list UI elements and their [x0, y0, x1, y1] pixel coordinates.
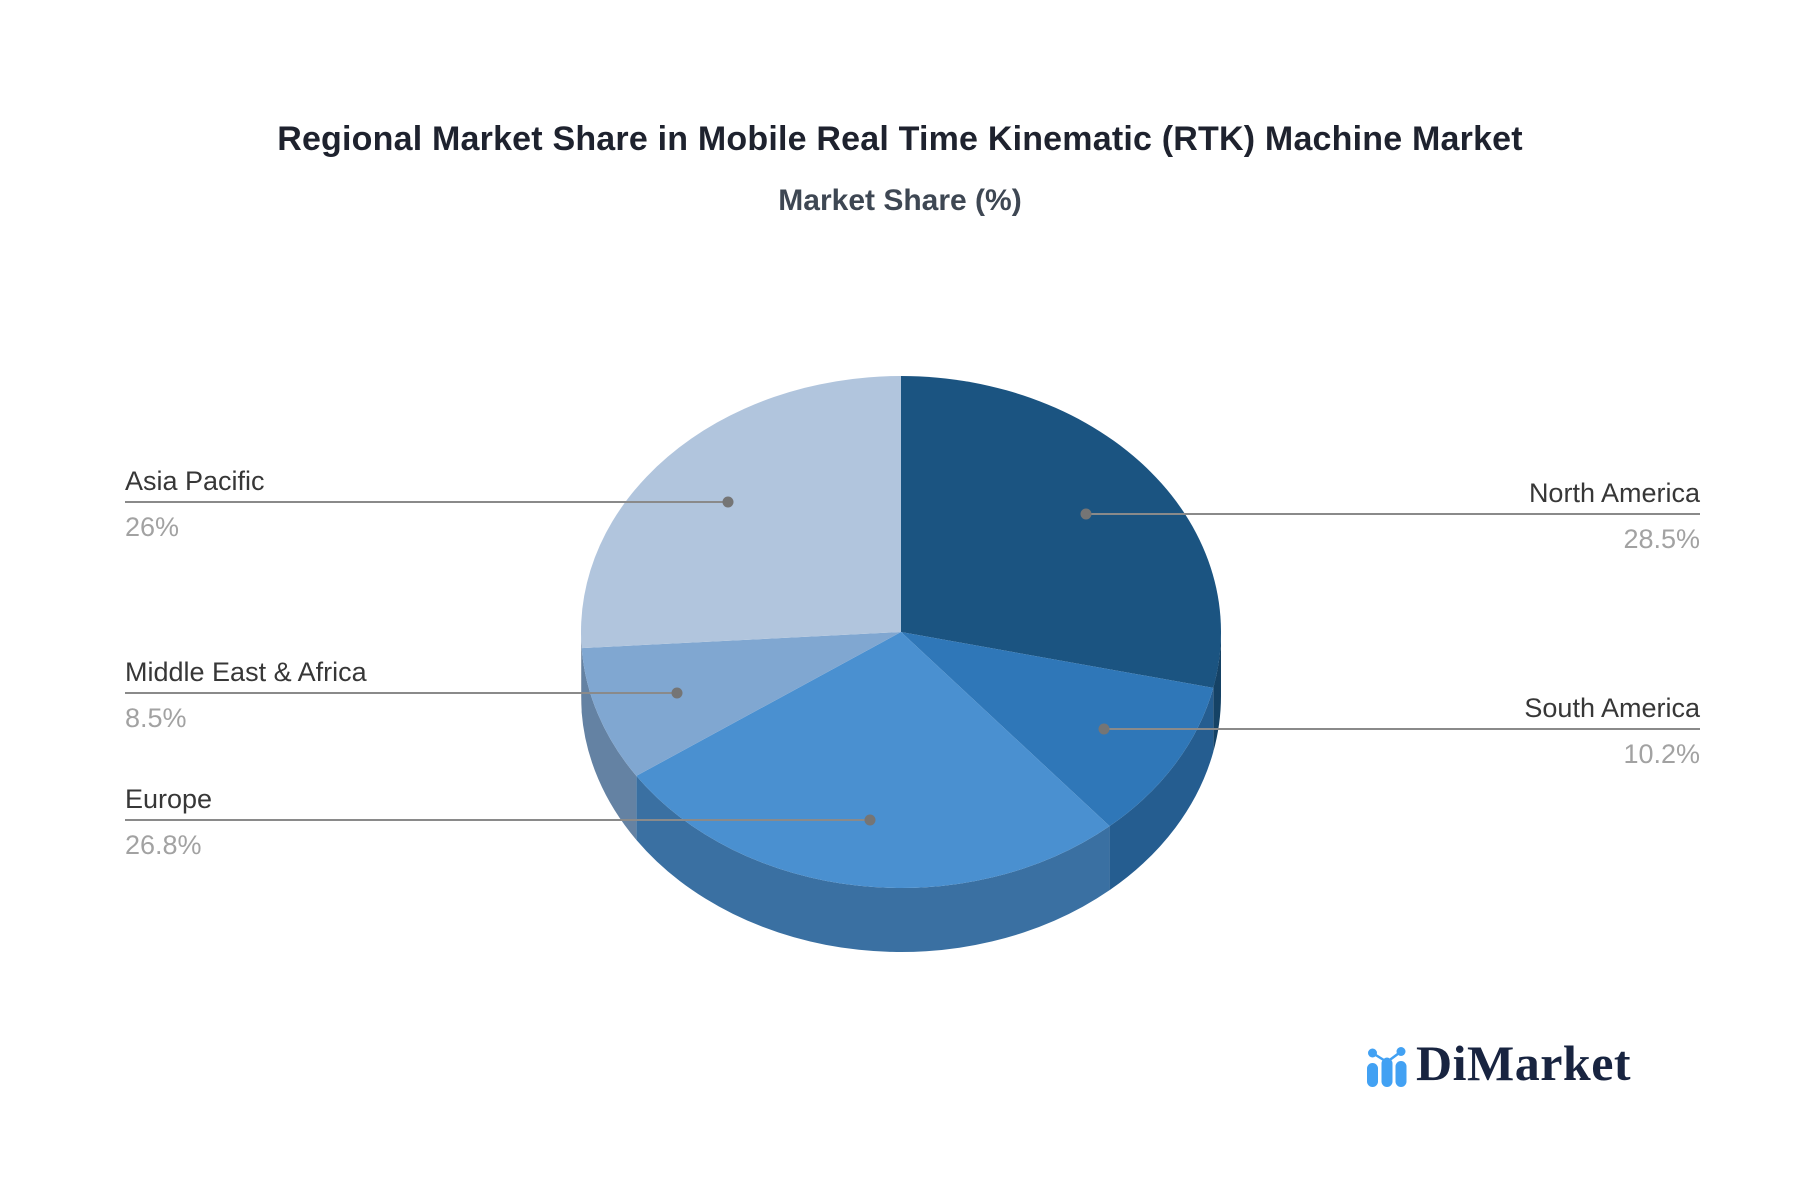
slice-label: South America — [1524, 693, 1700, 723]
leader-dot-3 — [671, 687, 683, 699]
slice-value: 10.2% — [1623, 739, 1700, 769]
pie-slice-4 — [581, 376, 901, 649]
chart-title: Regional Market Share in Mobile Real Tim… — [277, 120, 1523, 158]
slice-label: Middle East & Africa — [125, 657, 367, 687]
pie-slice-wall-3 — [581, 648, 637, 840]
leader-dot-1 — [1098, 723, 1110, 735]
slice-value: 26.8% — [125, 830, 202, 860]
logo-bar-2 — [1395, 1061, 1407, 1087]
leader-dot-0 — [1080, 508, 1092, 520]
bar-chart-trendline-icon — [1367, 1047, 1407, 1087]
pie-slice-2 — [636, 632, 1110, 888]
slice-label: Europe — [125, 784, 213, 814]
chart-subtitle: Market Share (%) — [778, 184, 1022, 217]
slice-value: 26% — [125, 512, 180, 542]
leader-dot-4 — [722, 496, 734, 508]
pie-slice-3 — [581, 632, 901, 776]
pie-slice-0 — [901, 376, 1221, 688]
slice-value: 8.5% — [125, 703, 187, 733]
pie-slice-1 — [901, 632, 1214, 827]
leader-dot-2 — [864, 814, 876, 826]
logo-dot-1 — [1382, 1057, 1392, 1067]
logo-dot-2 — [1396, 1047, 1406, 1056]
dimarket-logo: DiMarket — [1358, 1032, 1688, 1102]
pie-slice-wall-2 — [636, 775, 1110, 952]
pie-slice-wall-1 — [1109, 687, 1214, 891]
pie-slice-wall-0 — [1213, 632, 1221, 752]
logo-dot-0 — [1368, 1048, 1377, 1058]
slice-label: North America — [1528, 478, 1700, 508]
logo-text: DiMarket — [1416, 1035, 1632, 1091]
slice-label: Asia Pacific — [125, 466, 265, 496]
slice-value: 28.5% — [1623, 524, 1700, 554]
logo-bar-0 — [1367, 1063, 1378, 1087]
